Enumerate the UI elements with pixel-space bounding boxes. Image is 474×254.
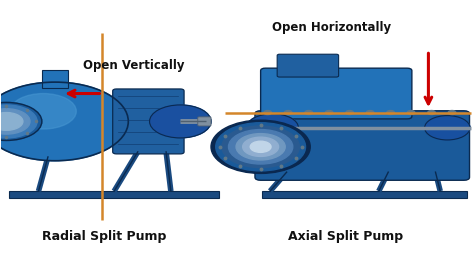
Circle shape	[250, 142, 271, 153]
Text: Open Vertically: Open Vertically	[83, 58, 185, 71]
Circle shape	[346, 111, 354, 115]
Circle shape	[387, 111, 394, 115]
Circle shape	[246, 114, 299, 142]
Circle shape	[428, 111, 435, 115]
Circle shape	[0, 105, 37, 138]
Circle shape	[0, 103, 42, 141]
Circle shape	[0, 83, 128, 161]
Circle shape	[150, 105, 211, 138]
FancyBboxPatch shape	[277, 55, 338, 78]
Circle shape	[0, 113, 23, 131]
FancyBboxPatch shape	[255, 111, 470, 181]
Text: Open Horizontally: Open Horizontally	[272, 21, 391, 34]
FancyBboxPatch shape	[9, 191, 219, 198]
FancyBboxPatch shape	[198, 117, 211, 126]
Circle shape	[407, 111, 415, 115]
FancyBboxPatch shape	[42, 71, 68, 88]
FancyBboxPatch shape	[262, 191, 467, 198]
Circle shape	[305, 111, 312, 115]
Circle shape	[243, 138, 279, 157]
Circle shape	[222, 126, 300, 168]
FancyBboxPatch shape	[113, 90, 184, 154]
Circle shape	[236, 134, 285, 160]
Text: Axial Split Pump: Axial Split Pump	[288, 229, 403, 242]
Circle shape	[0, 109, 30, 135]
Circle shape	[366, 111, 374, 115]
Circle shape	[216, 123, 306, 171]
Circle shape	[264, 111, 272, 115]
Circle shape	[211, 121, 310, 174]
Circle shape	[425, 116, 470, 140]
Text: Radial Split Pump: Radial Split Pump	[43, 229, 167, 242]
FancyBboxPatch shape	[6, 109, 56, 135]
Circle shape	[284, 111, 292, 115]
Circle shape	[325, 111, 333, 115]
FancyBboxPatch shape	[261, 69, 412, 119]
Circle shape	[228, 130, 293, 164]
Circle shape	[448, 111, 456, 115]
Circle shape	[10, 94, 76, 130]
